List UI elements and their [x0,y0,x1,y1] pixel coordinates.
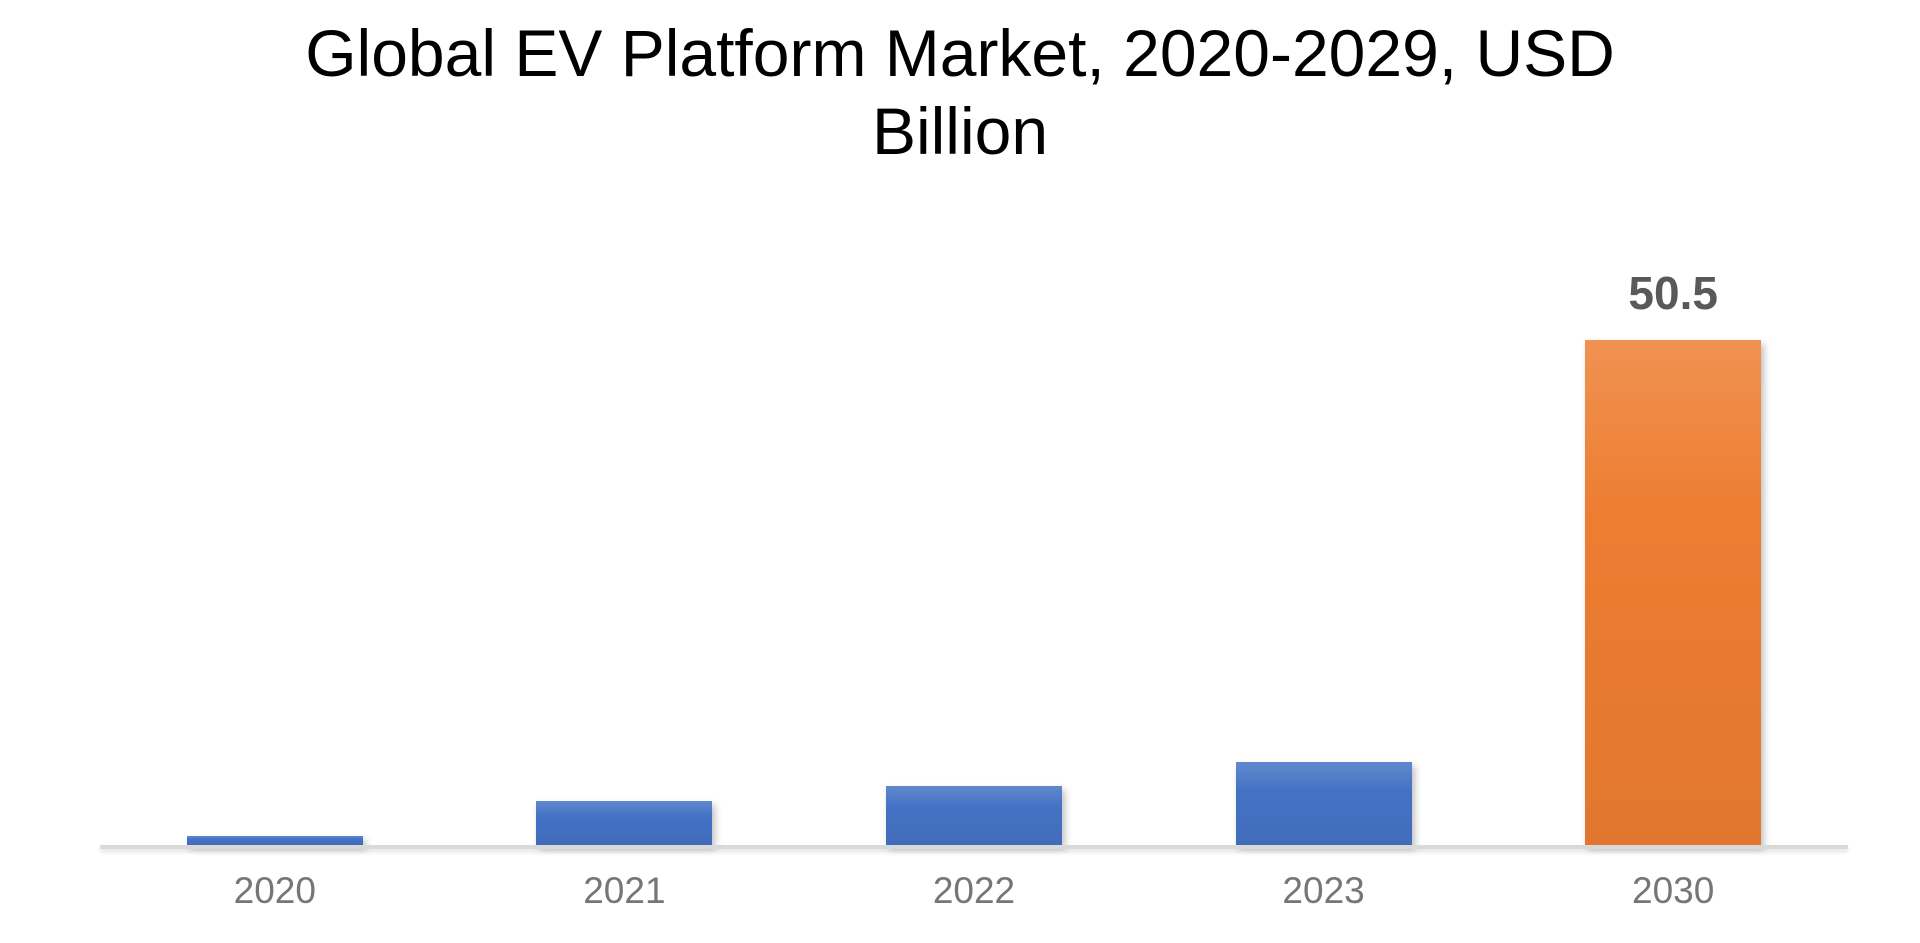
x-label-2022: 2022 [932,870,1016,911]
bar-2030 [1585,340,1762,845]
plot-area: 50.5 2020 2021 2022 2023 2030 [100,0,1848,943]
x-label-2021: 2021 [583,870,666,911]
x-label-2023: 2023 [1282,870,1365,911]
bar-slot-2023 [1149,762,1499,845]
bar-2020 [186,836,363,845]
x-axis-labels: 2020 2021 2022 2023 2030 [100,870,1848,912]
bars-container: 50.5 [100,0,1848,845]
bar-slot-2030: 50.5 [1498,266,1848,845]
bar-2022 [885,786,1062,845]
bar-slot-2021 [450,801,800,845]
x-label-2030: 2030 [1632,870,1715,911]
x-axis-line [100,845,1848,849]
chart-title-line-1: Global EV Platform Market, 2020-2029, US… [305,16,1615,90]
bar-slot-2022 [799,786,1149,845]
chart-title: Global EV Platform Market, 2020-2029, US… [0,14,1920,170]
chart-title-line-2: Billion [871,94,1049,168]
value-label-2030: 50.5 [1628,267,1718,319]
bar-slot-2020 [100,836,450,845]
bar-2023 [1235,762,1412,845]
bar-2021 [536,801,713,845]
x-label-2020: 2020 [233,870,316,911]
